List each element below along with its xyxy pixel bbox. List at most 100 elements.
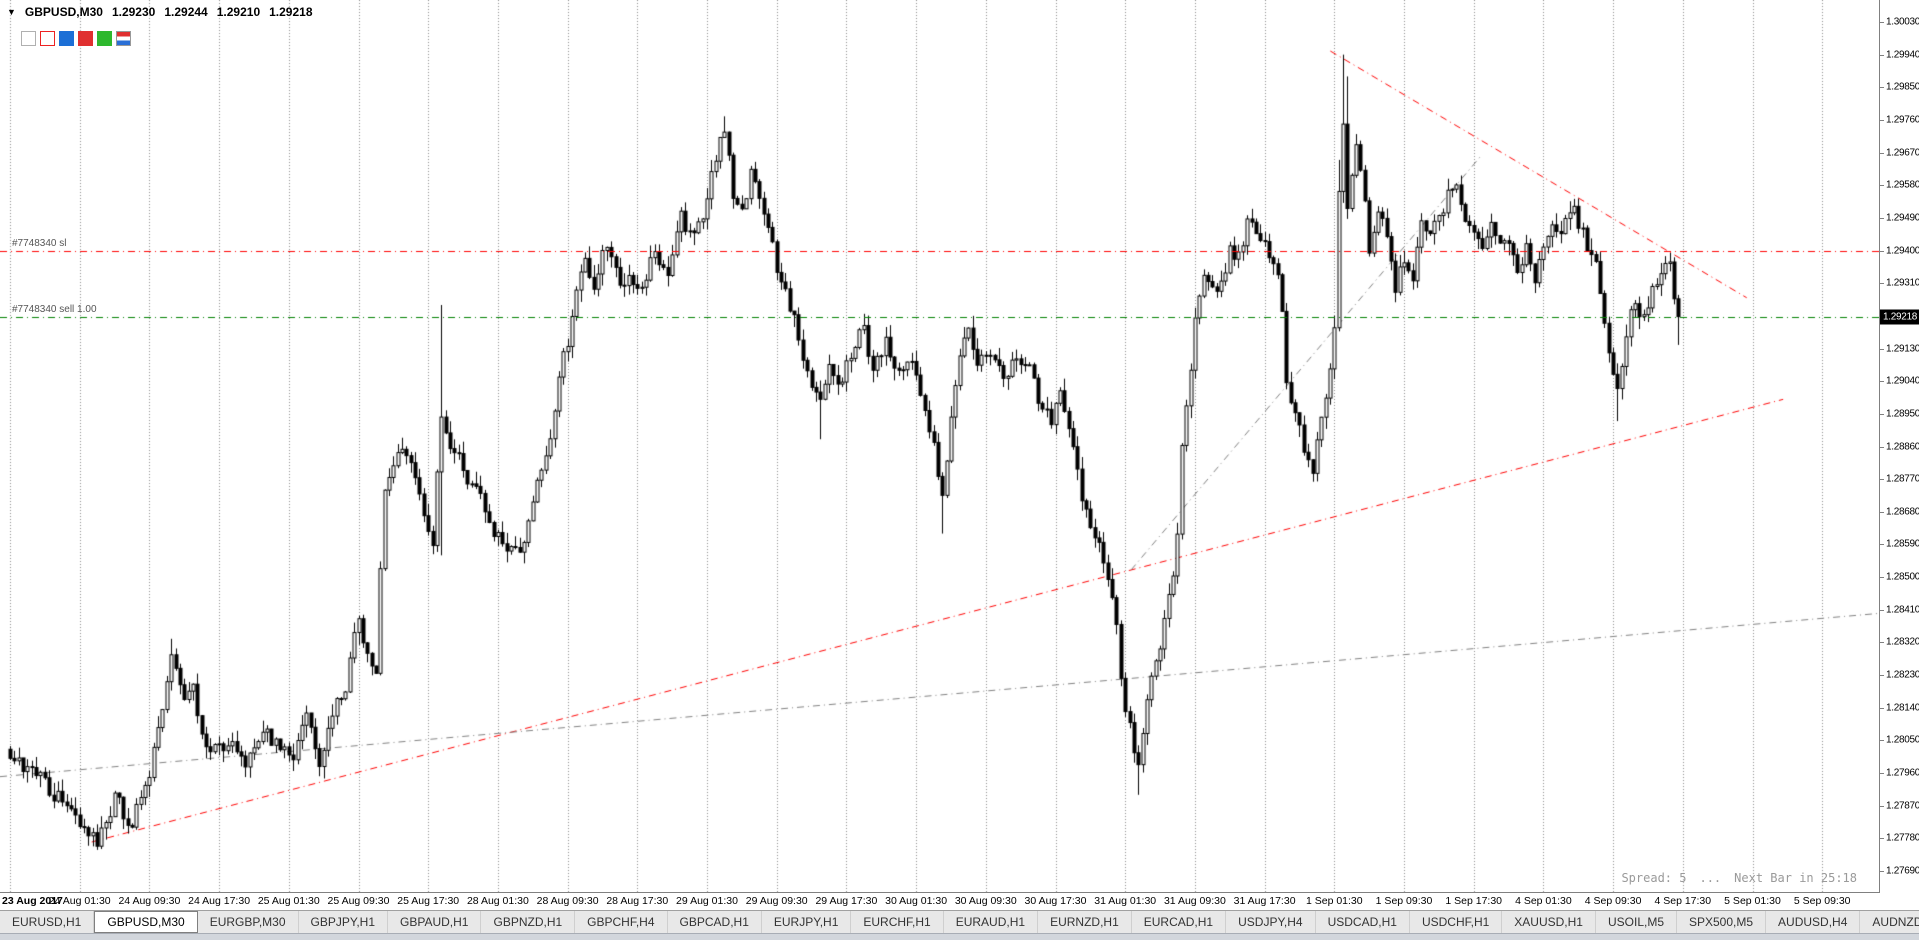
symbol-tab-spx500-m5[interactable]: SPX500,M5 (1677, 911, 1767, 933)
time-axis-label: 25 Aug 17:30 (397, 895, 460, 907)
symbol-tab-audusd-h4[interactable]: AUDUSD,H4 (1766, 911, 1861, 933)
price-axis-label: 1.27870 (1886, 800, 1919, 812)
time-axis-label: 31 Aug 09:30 (1163, 895, 1226, 907)
time-axis-label: 24 Aug 17:30 (188, 895, 251, 907)
price-axis-label: 1.28140 (1886, 702, 1919, 714)
price-axis-tick (1880, 871, 1884, 872)
price-axis-label: 1.29850 (1886, 81, 1919, 93)
price-axis-label: 1.29670 (1886, 147, 1919, 159)
time-axis-label: 31 Aug 01:30 (1094, 895, 1157, 907)
bar-timer-info: Spread: 5 ... Next Bar in 25:18 (1621, 871, 1857, 885)
time-axis-label: 29 Aug 17:30 (815, 895, 878, 907)
symbol-tab-euraud-h1[interactable]: EURAUD,H1 (944, 911, 1039, 933)
current-price-badge: 1.29218 (1880, 309, 1919, 325)
time-axis-label: 24 Aug 09:30 (118, 895, 181, 907)
swatch-green-icon[interactable] (97, 31, 112, 46)
symbol-tab-gbpcad-h1[interactable]: GBPCAD,H1 (668, 911, 762, 933)
price-axis-label: 1.29130 (1886, 343, 1919, 355)
price-axis-label: 1.29760 (1886, 114, 1919, 126)
chart-header: ▼ GBPUSD,M30 1.29230 1.29244 1.29210 1.2… (7, 5, 313, 19)
price-axis-label: 1.28500 (1886, 571, 1919, 583)
price-axis-label: 1.28230 (1886, 669, 1919, 681)
price-axis-tick (1880, 577, 1884, 579)
time-axis-label: 30 Aug 01:30 (885, 895, 948, 907)
time-axis-label: 28 Aug 01:30 (466, 895, 529, 907)
symbol-tab-eurgbp-m30[interactable]: EURGBP,M30 (198, 911, 299, 933)
one-click-trading-icon[interactable]: ▼ (7, 7, 16, 17)
price-axis-tick (1880, 511, 1884, 513)
price-axis-label: 1.28770 (1886, 473, 1919, 485)
price-axis-label: 1.27960 (1886, 767, 1919, 779)
symbol-tab-xauusd-h1[interactable]: XAUUSD,H1 (1502, 911, 1596, 933)
swatch-white-icon[interactable] (21, 31, 36, 46)
swatch-blue-icon[interactable] (59, 31, 74, 46)
symbol-tab-eurcad-h1[interactable]: EURCAD,H1 (1132, 911, 1227, 933)
time-axis-label: 5 Sep 09:30 (1793, 895, 1851, 907)
price-axis-label: 1.27690 (1886, 865, 1919, 877)
price-axis-label: 1.28680 (1886, 506, 1919, 518)
price-axis-tick (1880, 413, 1884, 415)
time-axis-label: 1 Sep 09:30 (1375, 895, 1433, 907)
price-axis-tick (1880, 838, 1884, 840)
price-axis-tick (1880, 348, 1884, 350)
swatch-flag-striped-icon[interactable] (116, 31, 131, 46)
chart-plot-area[interactable]: ▼ GBPUSD,M30 1.29230 1.29244 1.29210 1.2… (0, 0, 1880, 893)
price-axis-tick (1880, 54, 1884, 56)
time-axis-label: 24 Aug 01:30 (48, 895, 111, 907)
symbol-tab-audnzd-h1[interactable]: AUDNZD,H1 (1860, 911, 1919, 933)
price-axis-label: 1.28860 (1886, 441, 1919, 452)
price-axis-label: 1.28590 (1886, 538, 1919, 550)
symbol-tab-gbpusd-m30[interactable]: GBPUSD,M30 (94, 911, 198, 933)
status-bar-edge (0, 933, 1919, 940)
price-axis-label: 1.28320 (1886, 636, 1919, 648)
candlestick-chart[interactable] (0, 0, 1879, 892)
symbol-tab-gbpchf-h4[interactable]: GBPCHF,H4 (575, 911, 668, 933)
symbol-tab-eurjpy-h1[interactable]: EURJPY,H1 (762, 911, 852, 933)
symbol-tab-gbpnzd-h1[interactable]: GBPNZD,H1 (481, 911, 576, 933)
time-axis-label: 4 Sep 09:30 (1584, 895, 1642, 907)
symbol-tab-usdcad-h1[interactable]: USDCAD,H1 (1316, 911, 1410, 933)
symbol-tab-usoil-m5[interactable]: USOIL,M5 (1596, 911, 1677, 933)
price-axis-tick (1880, 119, 1884, 121)
time-axis-label: 30 Aug 17:30 (1024, 895, 1087, 907)
symbol-tab-eurchf-h1[interactable]: EURCHF,H1 (851, 911, 944, 933)
symbol-tab-eurusd-h1[interactable]: EURUSD,H1 (0, 911, 95, 933)
price-axis-tick (1880, 283, 1884, 285)
price-axis-label: 1.29310 (1886, 277, 1919, 289)
swatch-red-icon[interactable] (78, 31, 93, 46)
time-axis-label: 4 Sep 17:30 (1654, 895, 1712, 907)
time-axis-label: 4 Sep 01:30 (1515, 895, 1572, 907)
symbol-tab-eurnzd-h1[interactable]: EURNZD,H1 (1038, 911, 1132, 933)
price-axis-label: 1.29940 (1886, 49, 1919, 61)
price-axis-tick (1880, 544, 1884, 546)
ohlc-low: 1.29210 (216, 5, 261, 19)
price-axis[interactable]: 1.29218 1.30030 1.29940 1.29850 1.29760 1.29… (1880, 0, 1919, 893)
price-axis-tick (1880, 185, 1884, 187)
next-bar-countdown: Next Bar in 25:18 (1734, 871, 1857, 885)
ohlc-high: 1.29244 (164, 5, 208, 19)
object-toolbar (21, 31, 131, 46)
symbol-tab-gbpaud-h1[interactable]: GBPAUD,H1 (388, 911, 482, 933)
price-axis-label: 1.29040 (1886, 375, 1919, 387)
price-axis-tick (1880, 805, 1884, 807)
price-axis-tick (1880, 381, 1884, 383)
price-axis-label: 1.27780 (1886, 832, 1919, 844)
chart-symbol-period: GBPUSD,M30 (24, 5, 103, 19)
time-axis-label: 25 Aug 09:30 (327, 895, 390, 907)
order-sell-label: #7748340 sell 1.00 (12, 303, 97, 315)
price-axis-tick (1880, 152, 1884, 154)
swatch-white-red-border-icon[interactable] (40, 31, 55, 46)
price-axis-label: 1.30030 (1886, 16, 1919, 28)
symbol-tab-gbpjpy-h1[interactable]: GBPJPY,H1 (299, 911, 389, 933)
price-axis-tick (1880, 740, 1884, 742)
time-axis-label: 5 Sep 01:30 (1724, 895, 1781, 907)
symbol-tab-usdjpy-h4[interactable]: USDJPY,H4 (1226, 911, 1316, 933)
ohlc-close: 1.29218 (269, 5, 313, 19)
price-axis-tick (1880, 22, 1884, 23)
price-axis-label: 1.29580 (1886, 179, 1919, 191)
time-axis-label: 29 Aug 01:30 (676, 895, 738, 907)
symbol-tab-usdchf-h1[interactable]: USDCHF,H1 (1410, 911, 1503, 933)
time-axis[interactable]: 23 Aug 2017 24 Aug 01:30 24 Aug 09:30 24 Au… (0, 893, 1880, 910)
price-axis-tick (1880, 707, 1884, 709)
